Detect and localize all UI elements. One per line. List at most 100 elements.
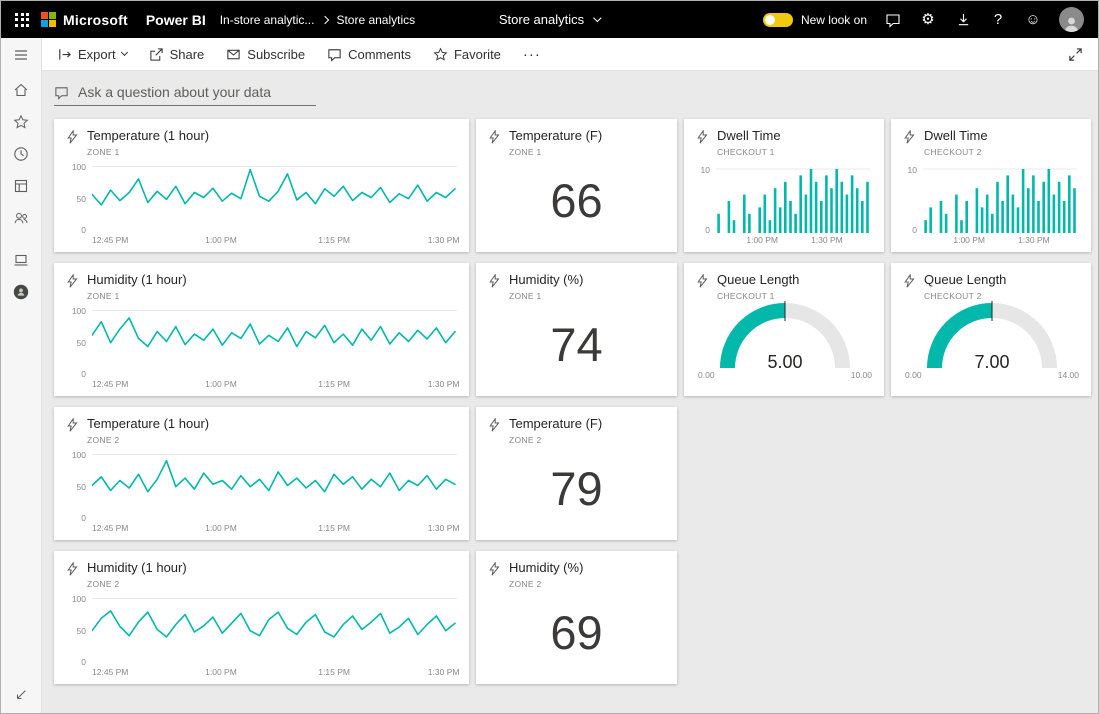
- qa-search-box[interactable]: [54, 84, 316, 106]
- pinned-live-tile-icon: [67, 129, 78, 157]
- axis-label: 100: [71, 594, 86, 604]
- line-chart: 100 50 0 12:45 PM 1:00 PM 1:15 PM 1:30 PM: [66, 306, 460, 390]
- collapse-sidebar-icon[interactable]: [13, 687, 29, 703]
- smiley-feedback-icon[interactable]: ☺: [1025, 11, 1041, 28]
- tile-subtitle: ZONE 1: [509, 146, 542, 157]
- left-navigation-sidebar: [1, 38, 42, 713]
- my-workspace-icon[interactable]: [13, 284, 29, 300]
- axis-label: 0.00: [905, 370, 922, 380]
- tile-queue-length-checkout-1[interactable]: Queue Length CHECKOUT 1 5.00 0.00 10.00: [684, 263, 884, 396]
- tile-title: Humidity (%): [509, 560, 584, 575]
- tile-header: Queue Length CHECKOUT 1: [697, 272, 874, 301]
- tile-humidity-1-hour-zone-2[interactable]: Humidity (1 hour) ZONE 2 100 50 0 12:45 PM 1:0…: [54, 551, 469, 684]
- tile-header: Humidity (1 hour) ZONE 2: [67, 560, 459, 589]
- axis-label: 0: [912, 225, 917, 235]
- favorite-button[interactable]: Favorite: [433, 47, 501, 62]
- axis-label: 10.00: [850, 370, 872, 380]
- axis-label: 100: [71, 450, 86, 460]
- tile-subtitle: ZONE 2: [509, 434, 542, 445]
- download-icon[interactable]: [954, 11, 972, 29]
- subscribe-label: Subscribe: [247, 46, 306, 62]
- new-look-toggle[interactable]: New look on: [762, 12, 867, 27]
- fullscreen-expand-icon[interactable]: [1068, 47, 1083, 62]
- subscribe-button[interactable]: Subscribe: [226, 47, 305, 62]
- tile-header: Temperature (1 hour) ZONE 1: [67, 128, 459, 157]
- user-avatar[interactable]: [1059, 7, 1084, 32]
- gauge-chart-svg: 7.00: [927, 301, 1057, 372]
- bar-chart-svg: [923, 168, 1077, 233]
- share-button[interactable]: Share: [149, 46, 205, 62]
- feedback-icon[interactable]: [884, 11, 902, 29]
- tile-temperature-f-zone-2[interactable]: Temperature (F) ZONE 2 79: [476, 407, 677, 540]
- gauge-chart-svg: 5.00: [720, 301, 850, 372]
- axis-label: 1:00 PM: [205, 379, 237, 389]
- tile-subtitle: ZONE 1: [87, 290, 120, 301]
- tile-subtitle: ZONE 2: [87, 434, 120, 445]
- microsoft-logo[interactable]: [41, 12, 56, 27]
- axis-label: 1:00 PM: [205, 667, 237, 677]
- recent-icon[interactable]: [13, 146, 29, 162]
- tile-humidity-zone-1[interactable]: Humidity (%) ZONE 1 74: [476, 263, 677, 396]
- favorites-icon[interactable]: [13, 114, 29, 130]
- tile-humidity-zone-2[interactable]: Humidity (%) ZONE 2 69: [476, 551, 677, 684]
- share-label: Share: [169, 46, 205, 62]
- pinned-live-tile-icon: [67, 417, 78, 445]
- app-launcher-icon[interactable]: [15, 12, 29, 27]
- tile-title: Temperature (F): [509, 128, 603, 143]
- tile-title: Dwell Time: [717, 128, 781, 143]
- axis-label: 10: [907, 165, 917, 175]
- shared-with-me-icon[interactable]: [13, 210, 29, 226]
- axis-label: 0: [705, 225, 710, 235]
- dashboard-title-dropdown[interactable]: Store analytics: [499, 12, 602, 27]
- tile-header: Temperature (1 hour) ZONE 2: [67, 416, 459, 445]
- home-icon[interactable]: [13, 82, 29, 98]
- axis-label: 1:00 PM: [205, 235, 237, 245]
- pinned-live-tile-icon: [489, 273, 500, 301]
- help-icon[interactable]: ?: [993, 11, 1003, 28]
- card-value: 69: [550, 606, 603, 659]
- tile-dwell-time-checkout-1[interactable]: Dwell Time CHECKOUT 1 10 0 1:00 PM 1:30 PM: [684, 119, 884, 252]
- tile-queue-length-checkout-2[interactable]: Queue Length CHECKOUT 2 7.00 0.00 14.00: [891, 263, 1091, 396]
- breadcrumb-workspace[interactable]: In-store analytic...: [219, 12, 315, 27]
- tile-temperature-1-hour-zone-1[interactable]: Temperature (1 hour) ZONE 1 100 50 0 12:45 PM…: [54, 119, 469, 252]
- microsoft-brand-text[interactable]: Microsoft: [63, 11, 128, 28]
- line-chart-svg: [92, 598, 457, 638]
- hamburger-menu-icon[interactable]: [13, 47, 29, 63]
- tile-temperature-1-hour-zone-2[interactable]: Temperature (1 hour) ZONE 2 100 50 0 12:45 PM…: [54, 407, 469, 540]
- comments-button[interactable]: Comments: [327, 47, 411, 62]
- toggle-switch[interactable]: [762, 12, 793, 27]
- qa-input[interactable]: [78, 84, 316, 100]
- breadcrumb-dashboard[interactable]: Store analytics: [336, 12, 416, 27]
- pinned-live-tile-icon: [904, 129, 915, 157]
- axis-label: 50: [76, 625, 86, 636]
- tile-header: Dwell Time CHECKOUT 1: [697, 128, 874, 157]
- tile-subtitle: CHECKOUT 2: [924, 290, 982, 301]
- axis-label: 1:30 PM: [427, 235, 460, 245]
- powerbi-product-name[interactable]: Power BI: [145, 11, 206, 28]
- workspaces-icon[interactable]: [13, 252, 29, 268]
- axis-label: 14.00: [1057, 370, 1079, 380]
- settings-gear-icon[interactable]: ⚙: [921, 11, 935, 28]
- tile-temperature-f-zone-1[interactable]: Temperature (F) ZONE 1 66: [476, 119, 677, 252]
- toggle-knob: [764, 14, 775, 25]
- axis-label: 0: [81, 225, 86, 235]
- line-chart: 100 50 0 12:45 PM 1:00 PM 1:15 PM 1:30 PM: [66, 594, 460, 678]
- tile-subtitle: ZONE 2: [87, 578, 120, 589]
- tile-title: Humidity (1 hour): [87, 272, 187, 287]
- tile-dwell-time-checkout-2[interactable]: Dwell Time CHECKOUT 2 10 0 1:00 PM 1:30 PM: [891, 119, 1091, 252]
- tile-header: Humidity (%) ZONE 2: [489, 560, 667, 589]
- axis-label: 12:45 PM: [92, 523, 129, 533]
- export-button[interactable]: Export: [57, 46, 128, 62]
- axis-label: 12:45 PM: [92, 379, 129, 389]
- axis-label: 12:45 PM: [92, 235, 129, 245]
- axis-label: 1:30 PM: [427, 523, 460, 533]
- apps-icon[interactable]: [13, 178, 29, 194]
- svg-text:5.00: 5.00: [767, 352, 802, 372]
- export-label: Export: [78, 46, 116, 62]
- tile-humidity-1-hour-zone-1[interactable]: Humidity (1 hour) ZONE 1 100 50 0 12:45 PM 1:0…: [54, 263, 469, 396]
- tile-subtitle: CHECKOUT 1: [717, 146, 775, 157]
- axis-label: 1:30 PM: [811, 235, 843, 245]
- dashboard-action-toolbar: Export Share Subscribe Comments Favorite…: [42, 38, 1098, 71]
- more-options-button[interactable]: ···: [522, 45, 541, 63]
